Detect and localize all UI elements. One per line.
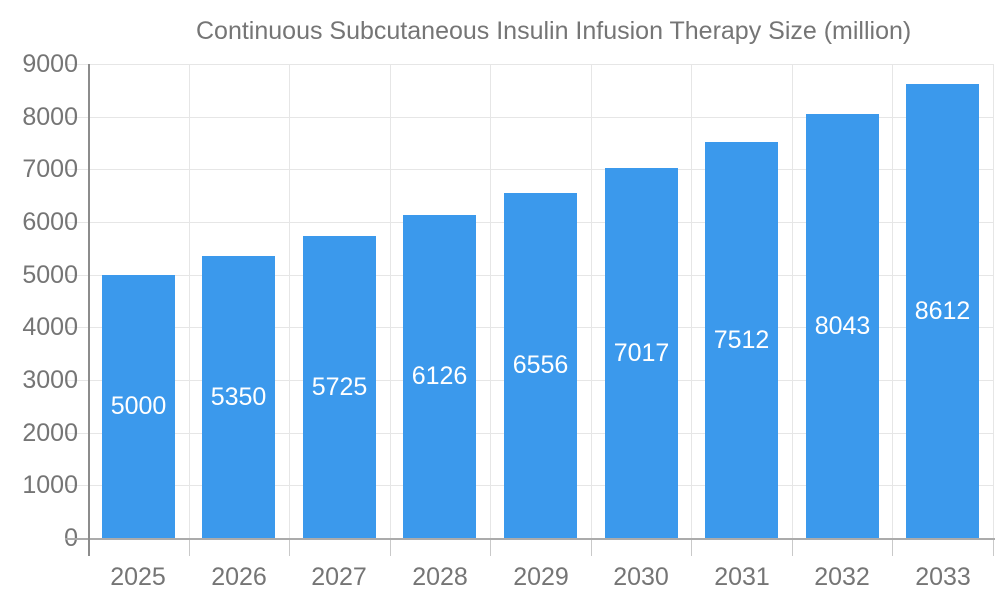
gridline-v <box>892 64 893 538</box>
gridline-v <box>993 64 994 538</box>
x-axis-tick-label: 2030 <box>613 563 669 591</box>
x-axis-tick-label: 2031 <box>714 563 770 591</box>
x-axis-tick <box>189 538 190 556</box>
x-axis-tick-label: 2032 <box>814 563 870 591</box>
x-axis-tick <box>892 538 893 556</box>
x-axis-tick <box>792 538 793 556</box>
bar-2027: 5725 <box>303 236 376 538</box>
x-axis-tick <box>993 538 994 556</box>
gridline-v <box>390 64 391 538</box>
x-axis-tick <box>691 538 692 556</box>
x-axis-tick-label: 2028 <box>412 563 468 591</box>
gridline-v <box>490 64 491 538</box>
legend-label: Continuous Subcutaneous Insulin Infusion… <box>196 17 912 45</box>
y-axis-tick-label: 5000 <box>22 261 78 289</box>
bar-2033: 8612 <box>906 84 979 538</box>
y-axis-tick-label: 9000 <box>22 50 78 78</box>
bar-2026-text: 5350 <box>210 382 267 411</box>
y-axis-tick-label: 8000 <box>22 103 78 131</box>
bar-2030-text: 7017 <box>613 338 670 367</box>
y-axis-tick-label: 2000 <box>22 419 78 447</box>
bar-2028: 6126 <box>403 215 476 538</box>
gridline-v <box>691 64 692 538</box>
bar-2031-text: 7512 <box>713 325 770 354</box>
x-axis-tick-label: 2033 <box>915 563 971 591</box>
x-axis-tick-label: 2025 <box>110 563 166 591</box>
x-axis-tick <box>289 538 290 556</box>
bar-2025-text: 5000 <box>110 392 167 420</box>
y-axis-tick-label: 1000 <box>22 471 78 499</box>
y-axis-tick-label: 6000 <box>22 208 78 236</box>
y-axis-tick-label: 4000 <box>22 313 78 341</box>
x-axis-tick <box>591 538 592 556</box>
bar-2025: 5000 <box>102 275 175 538</box>
x-axis-tick-label: 2026 <box>211 563 267 591</box>
bar-2028-text: 6126 <box>411 362 468 390</box>
bar-2027-text: 5725 <box>311 372 368 401</box>
bar-2029-text: 6556 <box>512 351 569 379</box>
gridline-v <box>189 64 190 538</box>
gridline-h <box>65 64 993 65</box>
bar-2029: 6556 <box>504 193 577 538</box>
gridline-v <box>792 64 793 538</box>
bar-2026: 5350 <box>202 256 275 538</box>
bar-2032: 8043 <box>806 114 879 538</box>
y-axis-line <box>88 64 90 556</box>
x-axis-tick-label: 2027 <box>311 563 367 591</box>
bar-2033-text: 8612 <box>914 296 971 325</box>
x-axis-tick-label: 2029 <box>513 563 569 591</box>
y-axis-tick-label: 3000 <box>22 366 78 394</box>
x-axis-line <box>65 538 995 540</box>
bar-2032-text: 8043 <box>814 311 871 340</box>
gridline-h <box>65 169 993 170</box>
gridline-h <box>65 117 993 118</box>
gridline-v <box>591 64 592 538</box>
gridline-v <box>289 64 290 538</box>
x-axis-tick <box>490 538 491 556</box>
x-axis-tick <box>390 538 391 556</box>
bar-2030: 7017 <box>605 168 678 538</box>
y-axis-tick-label: 7000 <box>22 155 78 183</box>
bar-2031: 7512 <box>705 142 778 538</box>
legend-item[interactable]: Continuous Subcutaneous Insulin Infusion… <box>104 14 911 48</box>
